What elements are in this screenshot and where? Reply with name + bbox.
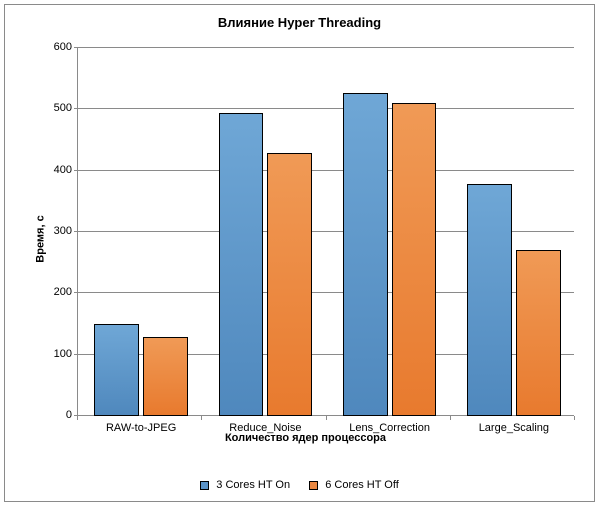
legend-item: 6 Cores HT Off [309, 479, 399, 491]
y-tick-label: 0 [40, 409, 72, 421]
bar [392, 103, 437, 416]
chart-body: Время, с 0100200300400500600 RAW-to-JPEG… [29, 41, 582, 436]
legend-label: 6 Cores HT Off [325, 479, 399, 491]
y-tick-label: 300 [40, 225, 72, 237]
y-axis-label: Время, с [35, 215, 47, 262]
chart-legend: 3 Cores HT On 6 Cores HT Off [5, 479, 594, 491]
y-tick-label: 200 [40, 286, 72, 298]
legend-label: 3 Cores HT On [216, 479, 290, 491]
bar [219, 113, 264, 416]
x-tick-mark [574, 416, 575, 420]
bar [467, 184, 512, 416]
bar [343, 93, 388, 416]
bar [143, 337, 188, 416]
plot-area: 0100200300400500600 RAW-to-JPEGReduce_No… [77, 47, 574, 416]
legend-item: 3 Cores HT On [200, 479, 290, 491]
legend-swatch-icon [309, 481, 318, 490]
y-tick-label: 400 [40, 164, 72, 176]
chart-title: Влияние Hyper Threading [5, 5, 594, 30]
y-tick-label: 600 [40, 41, 72, 53]
chart-container: Влияние Hyper Threading Время, с 0100200… [4, 4, 595, 502]
x-tick-mark [326, 416, 327, 420]
y-tick-label: 100 [40, 348, 72, 360]
bar [94, 324, 139, 416]
bar [516, 250, 561, 416]
y-tick-label: 500 [40, 102, 72, 114]
bar [267, 153, 312, 416]
x-tick-mark [450, 416, 451, 420]
x-tick-mark [77, 416, 78, 420]
x-axis-label: Количество ядер процессора [29, 432, 582, 444]
chart-bars: RAW-to-JPEGReduce_NoiseLens_CorrectionLa… [77, 47, 574, 416]
x-tick-mark [201, 416, 202, 420]
legend-swatch-icon [200, 481, 209, 490]
